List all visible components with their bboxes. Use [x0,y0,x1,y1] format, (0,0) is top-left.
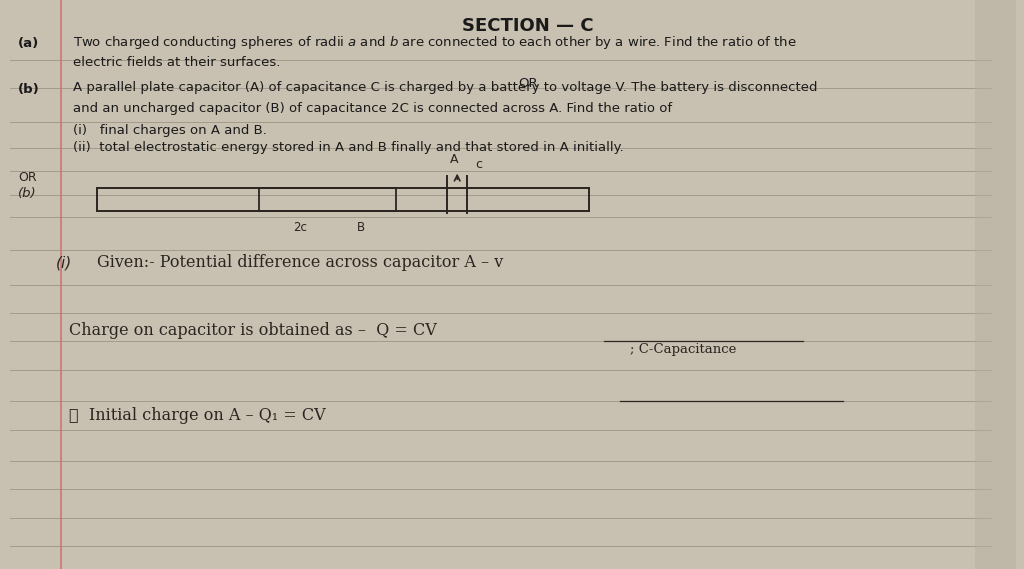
Text: ∴  Initial charge on A – Q₁ = CV: ∴ Initial charge on A – Q₁ = CV [69,407,326,424]
Text: (ii)  total electrostatic energy stored in A and B finally and that stored in A : (ii) total electrostatic energy stored i… [73,141,624,154]
Text: 2c: 2c [293,221,306,234]
Text: (b): (b) [18,83,40,96]
Text: OR: OR [518,77,539,90]
Text: ; C-Capacitance: ; C-Capacitance [630,344,736,356]
Text: (i)   final charges on A and B.: (i) final charges on A and B. [73,124,267,137]
Text: electric fields at their surfaces.: electric fields at their surfaces. [73,56,281,69]
Text: Given:- Potential difference across capacitor A – v: Given:- Potential difference across capa… [96,254,503,271]
Text: SECTION — C: SECTION — C [463,17,594,35]
Text: (a): (a) [18,37,40,50]
Text: A: A [450,153,459,166]
Text: Charge on capacitor is obtained as –  Q = CV: Charge on capacitor is obtained as – Q =… [69,321,437,339]
Text: (i): (i) [56,255,72,270]
Text: c: c [475,158,482,171]
Bar [975,0,1016,569]
Text: B: B [356,221,365,234]
Text: and an uncharged capacitor (B) of capacitance 2C is connected across A. Find the: and an uncharged capacitor (B) of capaci… [73,102,673,116]
Text: Two charged conducting spheres of radii $a$ and $b$ are connected to each other : Two charged conducting spheres of radii … [73,34,797,51]
Bar [259,188,396,211]
Text: OR: OR [18,171,37,184]
Text: (b): (b) [18,187,37,200]
Text: A parallel plate capacitor (A) of capacitance C is charged by a battery to volta: A parallel plate capacitor (A) of capaci… [73,81,817,94]
